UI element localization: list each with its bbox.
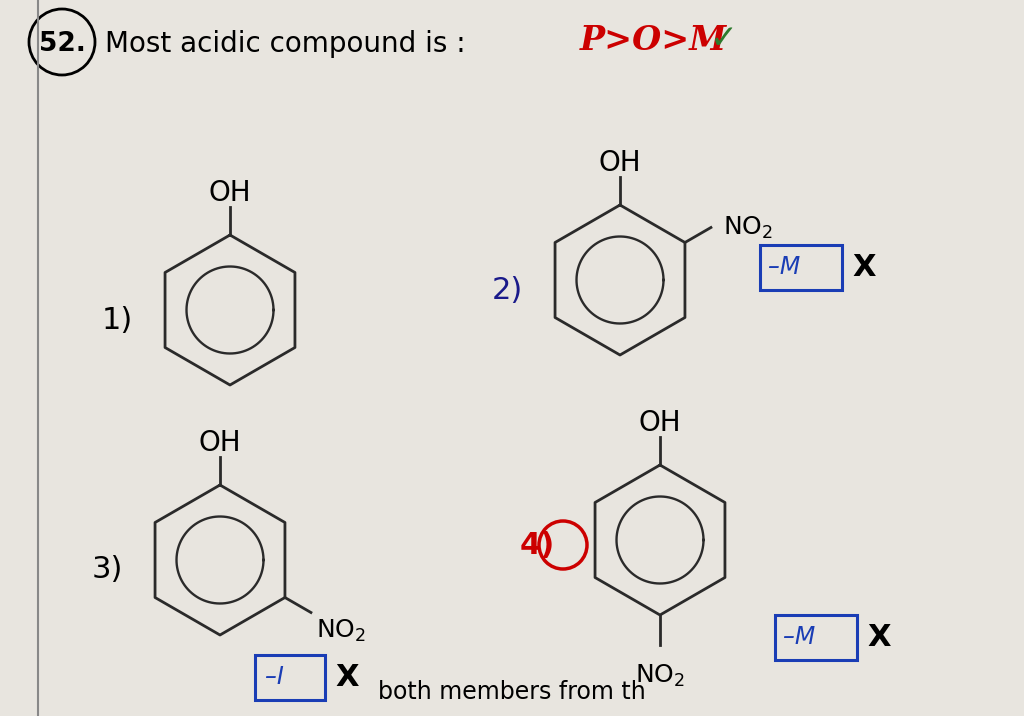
Text: –M: –M xyxy=(783,625,815,649)
Text: both members from th: both members from th xyxy=(378,680,646,704)
Text: X: X xyxy=(852,253,876,281)
Text: NO$_2$: NO$_2$ xyxy=(635,663,685,690)
Text: 52.: 52. xyxy=(39,31,85,57)
Text: 2): 2) xyxy=(492,276,523,304)
Text: OH: OH xyxy=(599,149,641,177)
Text: NO$_2$: NO$_2$ xyxy=(723,214,773,241)
Text: 1): 1) xyxy=(101,306,133,334)
Text: P>O>M: P>O>M xyxy=(580,24,727,57)
Text: 3): 3) xyxy=(91,556,123,584)
Text: OH: OH xyxy=(209,179,251,207)
Text: –M: –M xyxy=(768,255,800,279)
Text: 4): 4) xyxy=(520,531,555,559)
Text: ✓: ✓ xyxy=(710,21,738,54)
Text: OH: OH xyxy=(639,409,681,437)
Text: X: X xyxy=(867,622,891,652)
Text: NO$_2$: NO$_2$ xyxy=(316,617,366,644)
Text: OH: OH xyxy=(199,429,242,457)
Text: Most acidic compound is :: Most acidic compound is : xyxy=(105,30,474,58)
Text: X: X xyxy=(335,662,358,692)
Text: –I: –I xyxy=(265,665,284,689)
